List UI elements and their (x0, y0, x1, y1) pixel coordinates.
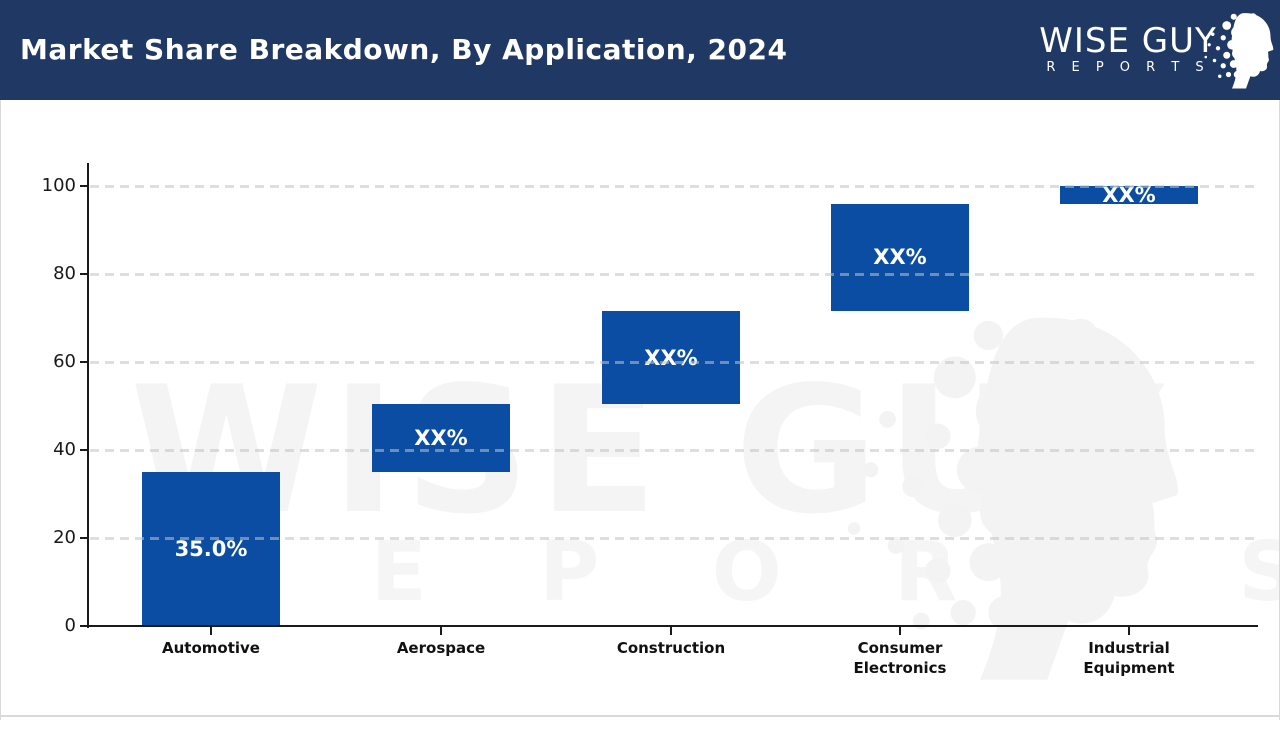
x-category-label: Aerospace (396, 639, 486, 657)
bar-value-label: XX% (644, 345, 698, 370)
y-tick-label: 80 (53, 263, 76, 284)
x-category-label: Construction (616, 639, 726, 657)
y-tick-mark (80, 449, 88, 451)
y-tick-label: 0 (64, 615, 76, 636)
y-axis-line (87, 163, 89, 628)
header-bar: Market Share Breakdown, By Application, … (0, 0, 1280, 100)
logo-text: WISE GUY R E P O R T S (1038, 22, 1218, 76)
wiseguy-logo: WISE GUY R E P O R T S (1038, 8, 1274, 92)
watermark-head-icon (847, 317, 1179, 680)
x-category-label: Consumer Electronics (853, 639, 947, 677)
chart-title: Market Share Breakdown, By Application, … (20, 33, 788, 66)
chart-canvas: WISE GUY R E P O R T S 0 20 40 60 80 100 35.0%… (0, 100, 1280, 720)
bar-value-label: 35.0% (174, 537, 248, 561)
bar-value-label: XX% (414, 425, 468, 450)
y-tick-mark (80, 625, 88, 627)
bar-consumer-electronics: XX% (831, 203, 969, 312)
y-tick-mark (80, 273, 88, 275)
x-axis-line (87, 625, 1258, 627)
y-tick-mark (80, 185, 88, 187)
gridline-y80 (90, 273, 1258, 276)
bottom-rule (0, 715, 1280, 717)
bar-aerospace: XX% (372, 403, 510, 472)
gridline-y60 (90, 361, 1258, 364)
gridline-y20 (90, 537, 1258, 540)
y-tick-label: 40 (53, 439, 76, 460)
x-tick-mark (210, 627, 212, 635)
x-category-label: Automotive (162, 639, 260, 657)
x-tick-mark (899, 627, 901, 635)
left-rule (0, 100, 1, 720)
bar-value-label: XX% (873, 245, 927, 270)
gridline-y100 (90, 185, 1258, 188)
y-tick-label: 100 (41, 175, 76, 196)
x-tick-mark (440, 627, 442, 635)
y-tick-label: 60 (53, 351, 76, 372)
x-tick-mark (1128, 627, 1130, 635)
logo-wordmark: WISE GUY (1039, 21, 1217, 61)
logo-subtitle: R E P O R T S (1046, 60, 1210, 75)
y-tick-label: 20 (53, 527, 76, 548)
x-tick-mark (670, 627, 672, 635)
logo-head-icon (1204, 13, 1274, 89)
gridline-y40 (90, 449, 1258, 452)
y-tick-mark (80, 361, 88, 363)
bar-construction: XX% (602, 311, 740, 404)
bar-industrial-equipment: XX% (1060, 183, 1198, 207)
bar-automotive: 35.0% (142, 472, 280, 626)
y-tick-mark (80, 537, 88, 539)
x-category-label: Industrial Equipment (1083, 639, 1175, 677)
